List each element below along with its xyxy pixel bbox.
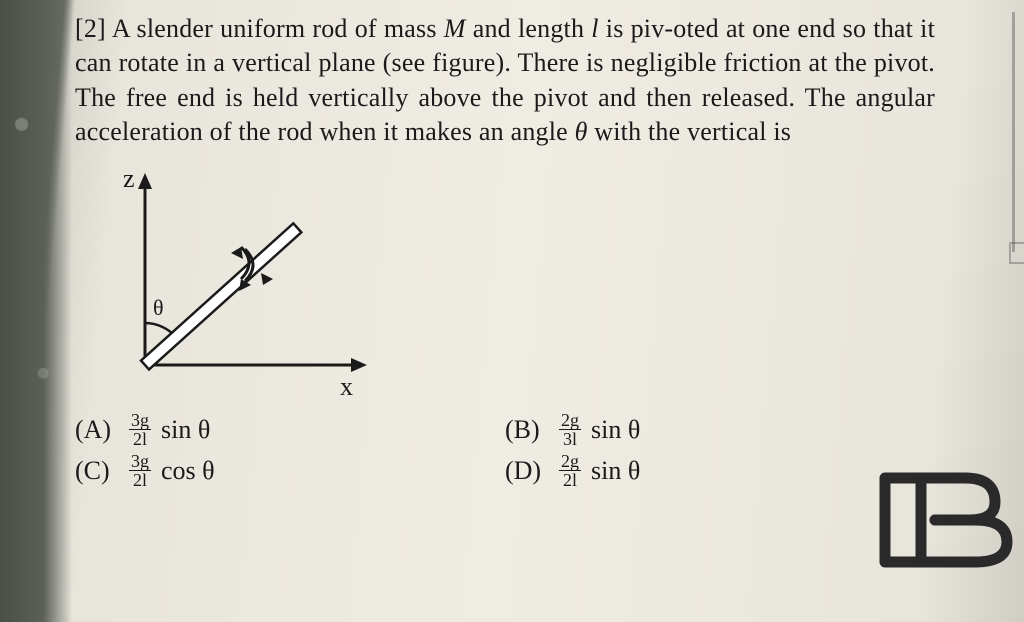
z-arrowhead-icon [138,173,152,189]
option-a-trig: sin θ [161,415,210,445]
symbol-length: l [591,14,598,43]
option-c: (C) 3g 2l cos θ [75,452,505,489]
option-c-fraction: 3g 2l [129,452,151,489]
option-a-num: 3g [129,411,151,430]
rod-rect [141,224,301,370]
option-c-num: 3g [129,452,151,471]
symbol-mass: M [444,14,466,43]
open-book-icon [875,460,1024,580]
option-d-fraction: 2g 2l [559,452,581,489]
option-b-label: (B) [505,415,549,445]
qtext-part-0: A slender uniform rod of mass [112,14,444,43]
figure-row: z x θ [75,155,1015,405]
rod-diagram: z x θ [105,155,405,405]
option-d-label: (D) [505,456,549,486]
rod-group [141,224,301,370]
option-b: (B) 2g 3l sin θ [505,411,935,448]
option-c-label: (C) [75,456,119,486]
options-block: (A) 3g 2l sin θ (B) 2g 3l sin θ (C) [75,411,935,489]
option-a-den: 2l [131,430,149,448]
x-axis-label: x [340,372,353,401]
option-b-fraction: 2g 3l [559,411,581,448]
cropped-checkbox [1009,242,1024,264]
diagram-svg: z x θ [105,155,405,405]
qtext-part-1: and length [466,14,592,43]
question-block: [2]A slender uniform rod of mass M and l… [75,12,935,149]
options-row-2: (C) 3g 2l cos θ (D) 2g 2l sin θ [75,452,935,489]
option-b-num: 2g [559,411,581,430]
option-d: (D) 2g 2l sin θ [505,452,935,489]
angle-label: θ [153,295,164,320]
option-c-den: 2l [131,471,149,489]
question-text: [2]A slender uniform rod of mass M and l… [75,12,935,149]
option-a-fraction: 3g 2l [129,411,151,448]
options-row-1: (A) 3g 2l sin θ (B) 2g 3l sin θ [75,411,935,448]
option-d-num: 2g [559,452,581,471]
option-b-trig: sin θ [591,415,640,445]
symbol-angle: θ [575,117,588,146]
option-c-trig: cos θ [161,456,215,486]
question-number: [2] [75,12,106,46]
page-right-border [1012,12,1015,252]
qtext-part-3: with the vertical is [588,117,791,146]
option-b-den: 3l [561,430,579,448]
page-content: [2]A slender uniform rod of mass M and l… [75,12,1015,610]
x-arrowhead-icon [351,358,367,372]
option-d-den: 2l [561,471,579,489]
scan-edge-grunge [0,0,72,622]
option-a: (A) 3g 2l sin θ [75,411,505,448]
z-axis-label: z [123,164,135,193]
option-a-label: (A) [75,415,119,445]
option-d-trig: sin θ [591,456,640,486]
